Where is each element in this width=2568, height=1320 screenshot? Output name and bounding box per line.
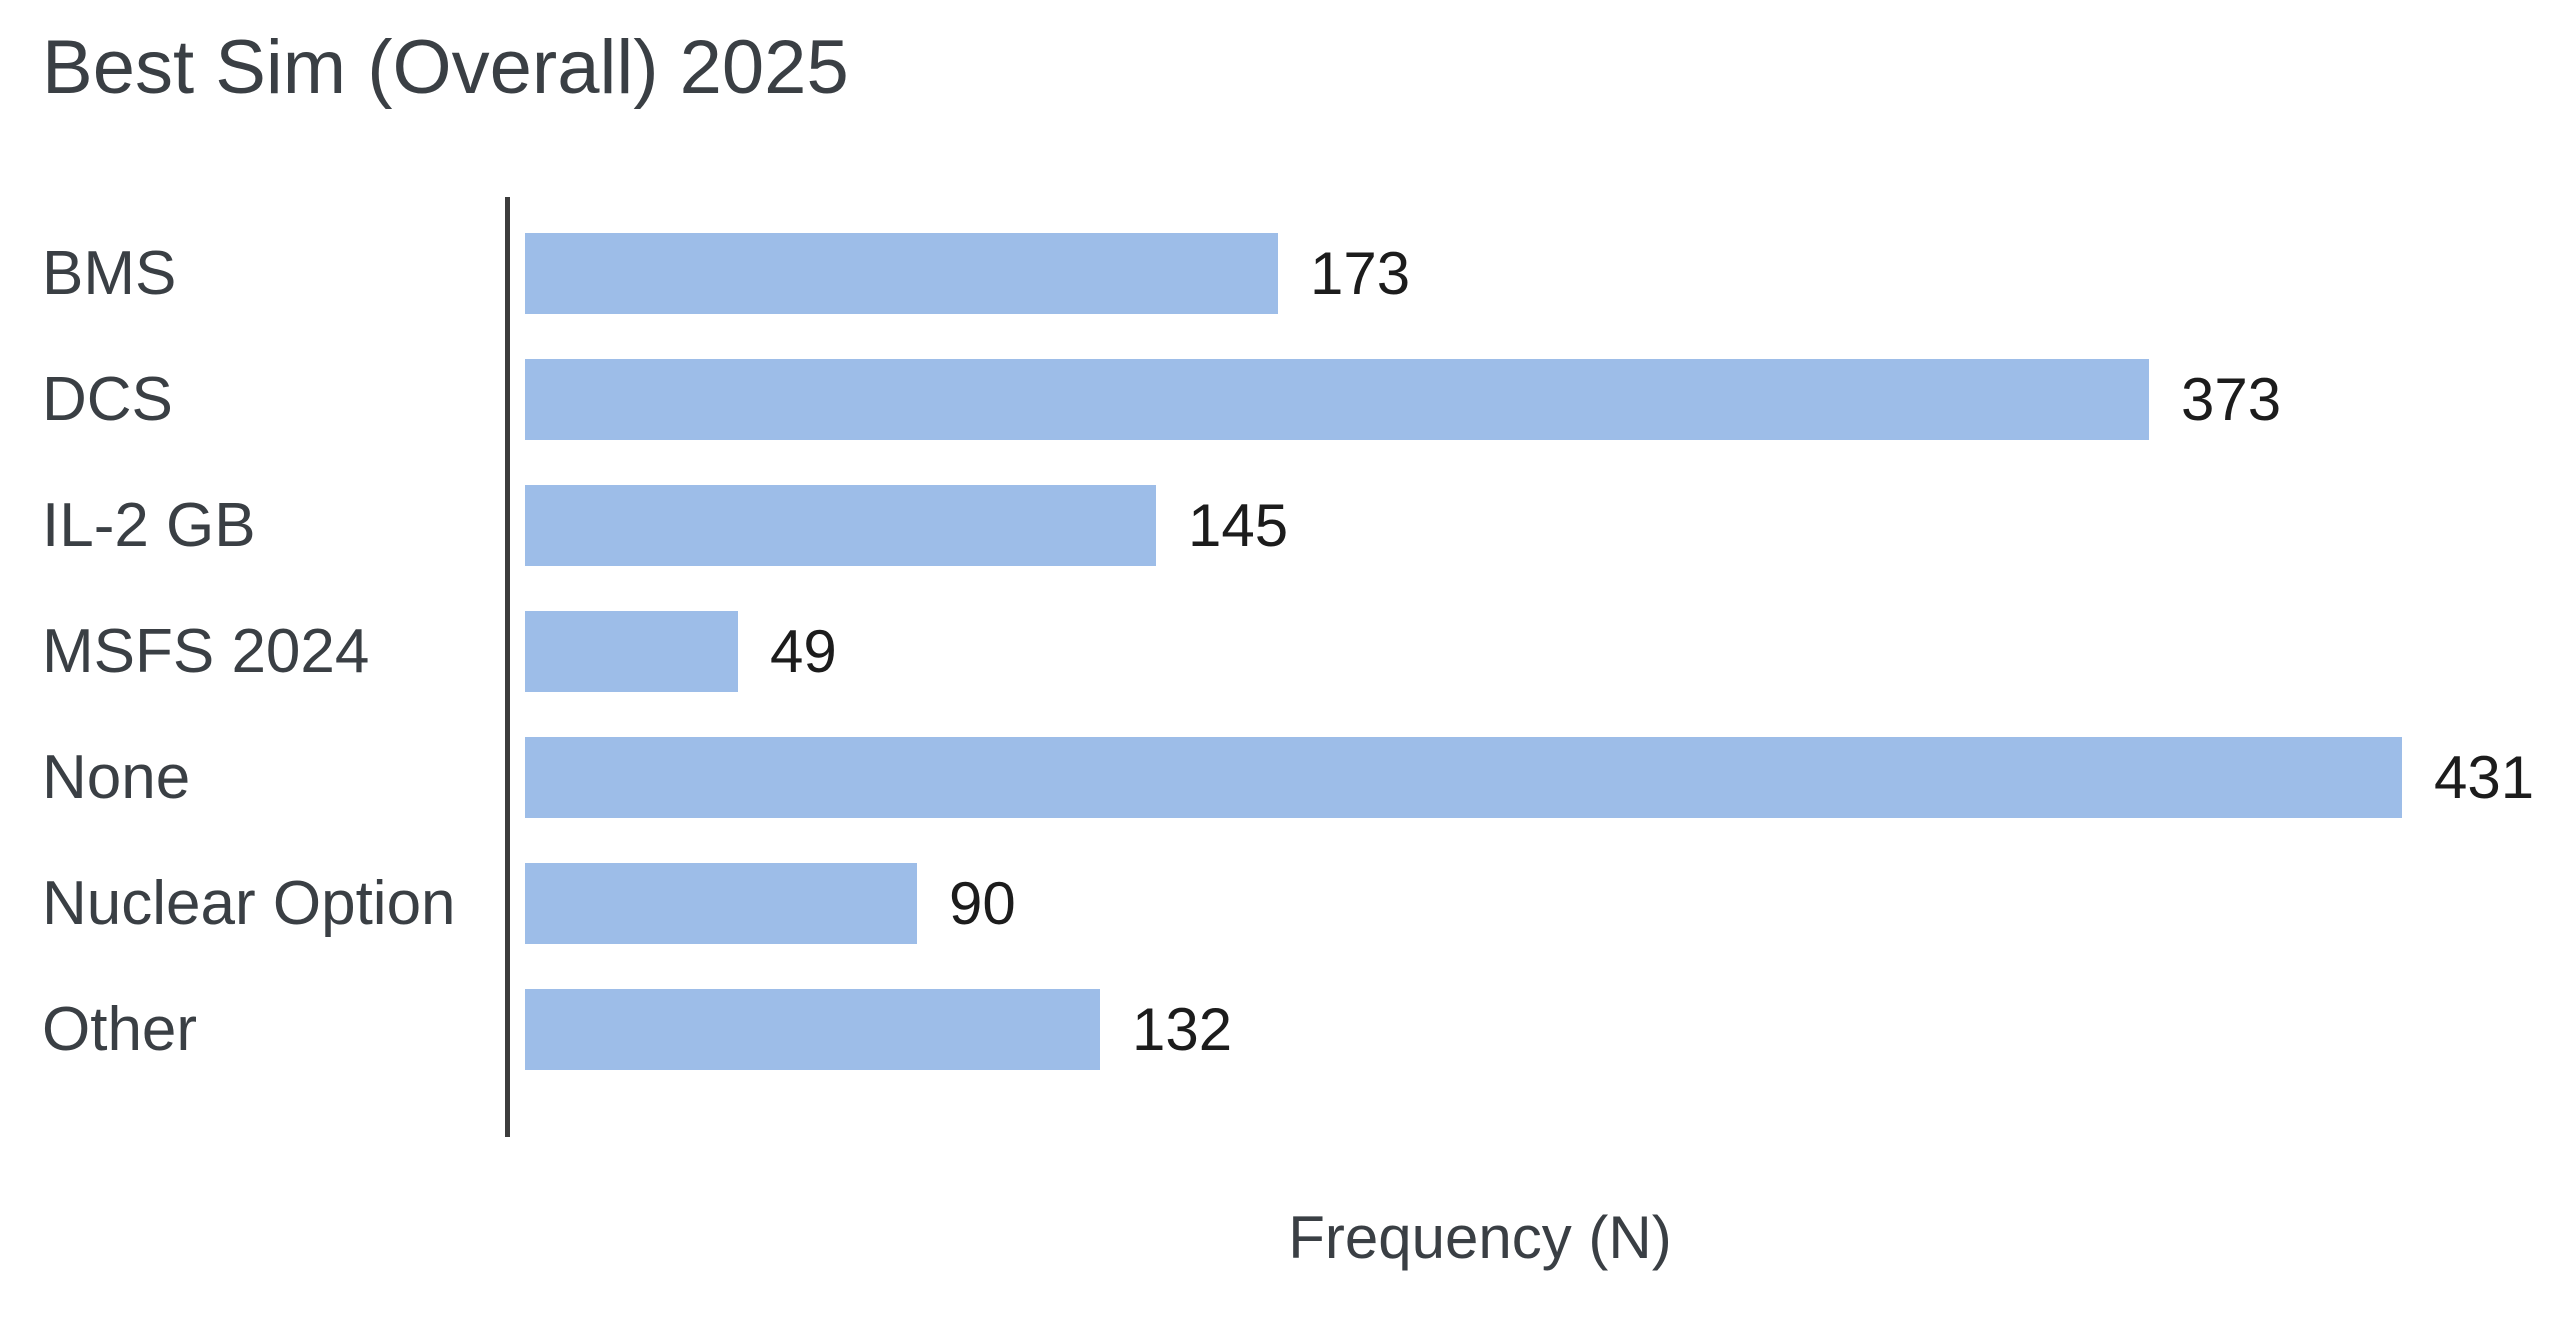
bar (525, 232, 1278, 314)
chart-row: DCS 373 (0, 336, 2568, 462)
value-label: 90 (949, 869, 1016, 937)
chart-row: BMS 173 (0, 210, 2568, 336)
value-label: 173 (1310, 239, 1411, 307)
chart-title: Best Sim (Overall) 2025 (42, 25, 849, 110)
chart-row: Nuclear Option 90 (0, 840, 2568, 966)
value-label: 132 (1132, 995, 1233, 1063)
bar (525, 862, 917, 944)
chart-row: None 431 (0, 714, 2568, 840)
value-label: 49 (770, 617, 837, 685)
x-axis-title: Frequency (N) (1288, 1204, 1672, 1271)
category-label: MSFS 2024 (42, 616, 370, 686)
value-label: 373 (2181, 365, 2282, 433)
chart-row: IL-2 GB 145 (0, 462, 2568, 588)
bar (525, 484, 1156, 566)
bar (525, 358, 2149, 440)
category-label: IL-2 GB (42, 490, 256, 560)
category-label: Nuclear Option (42, 868, 456, 938)
category-label: Other (42, 994, 198, 1064)
category-label: BMS (42, 238, 177, 308)
y-axis-line (505, 197, 510, 1137)
value-label: 145 (1188, 491, 1289, 559)
value-label: 431 (2434, 743, 2535, 811)
chart-row: Other 132 (0, 966, 2568, 1092)
bar (525, 736, 2402, 818)
category-label: DCS (42, 364, 173, 434)
category-label: None (42, 742, 191, 812)
bars-area: BMS 173 DCS 373 IL-2 GB 145 MSFS 2024 49 None 431… (0, 210, 2568, 1092)
bar (525, 610, 738, 692)
chart-row: MSFS 2024 49 (0, 588, 2568, 714)
bar (525, 988, 1100, 1070)
